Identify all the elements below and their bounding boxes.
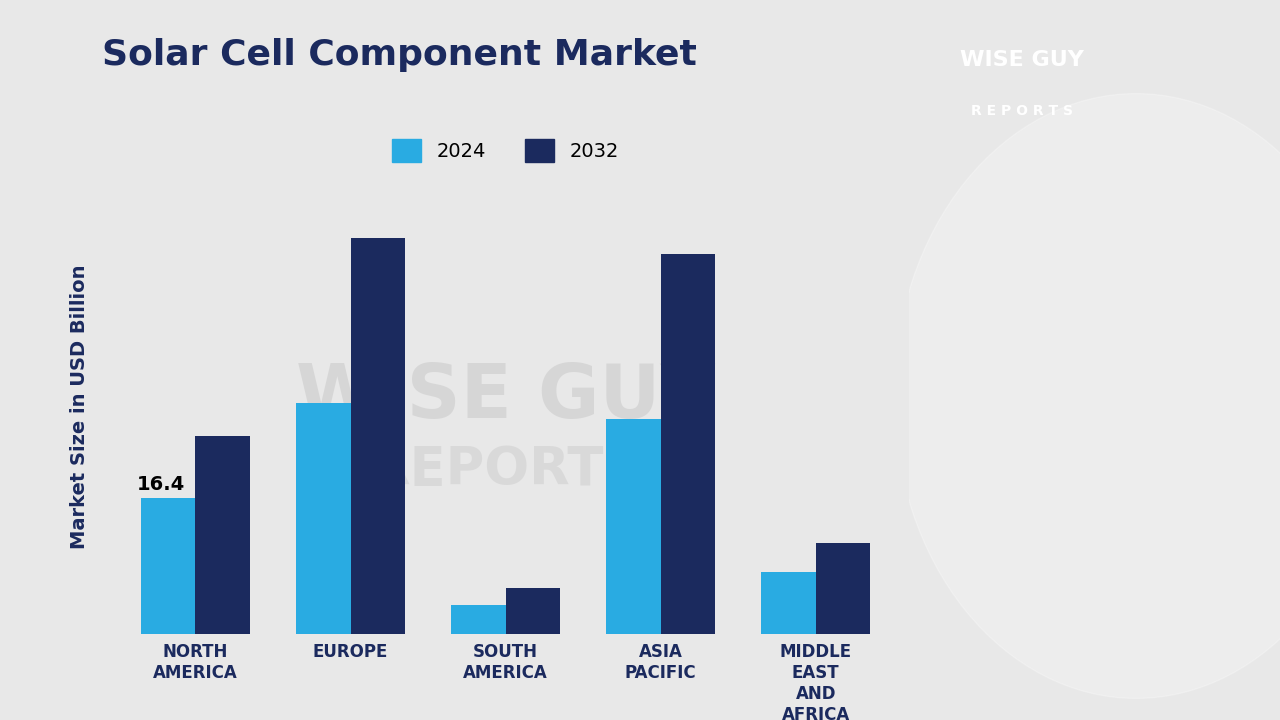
Text: WISE GUY: WISE GUY <box>296 361 716 434</box>
Bar <box>607 419 660 634</box>
Legend: 2024, 2032: 2024, 2032 <box>384 131 627 170</box>
Bar <box>141 498 196 634</box>
Bar <box>196 436 250 634</box>
Bar <box>660 254 716 634</box>
Text: REPORTS: REPORTS <box>370 444 641 496</box>
Bar <box>351 238 404 634</box>
Circle shape <box>895 94 1280 698</box>
Text: WISE GUY: WISE GUY <box>960 50 1084 70</box>
Bar <box>506 588 559 634</box>
Bar <box>452 605 506 634</box>
Text: R E P O R T S: R E P O R T S <box>972 104 1073 118</box>
Text: Solar Cell Component Market: Solar Cell Component Market <box>102 38 698 72</box>
Bar <box>296 402 351 634</box>
Bar <box>815 543 870 634</box>
Y-axis label: Market Size in USD Billion: Market Size in USD Billion <box>69 264 88 549</box>
Bar <box>762 572 815 634</box>
Text: 16.4: 16.4 <box>137 475 186 494</box>
